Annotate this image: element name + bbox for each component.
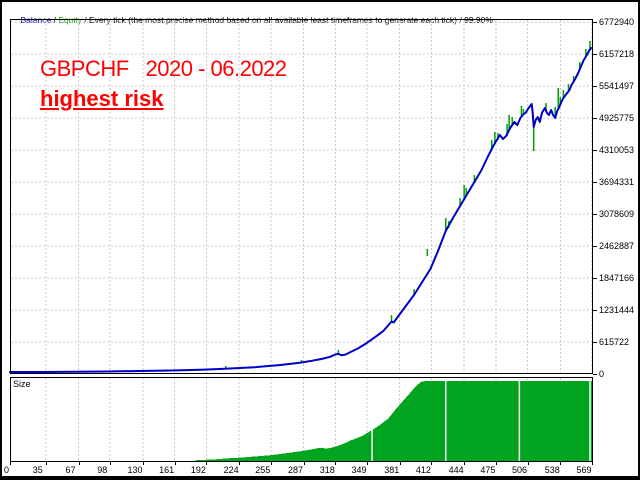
chart-annotation: GBPCHF 2020 - 06.2022 highest risk (40, 56, 287, 112)
y-axis-label: 4925775 (599, 113, 635, 123)
x-axis-label: 35 (32, 465, 43, 475)
y-axis-label: 0 (599, 369, 605, 379)
x-axis-label: 255 (255, 465, 271, 475)
y-axis-label: 3694331 (599, 177, 635, 187)
x-axis-label: 98 (97, 465, 108, 475)
chart-borders (10, 19, 593, 462)
annotation-risk: highest risk (40, 86, 164, 111)
x-axis-label: 318 (319, 465, 335, 475)
x-axis-label: 569 (576, 465, 592, 475)
x-axis-label: 67 (65, 465, 76, 475)
y-axis-label: 6772940 (599, 17, 635, 27)
annotation-symbol-period: GBPCHF 2020 - 06.2022 (40, 56, 287, 81)
x-axis-label: 224 (223, 465, 239, 475)
y-axis-label: 5541497 (599, 81, 635, 91)
y-axis-label: 4310053 (599, 145, 635, 155)
y-axis-label: 1231444 (599, 305, 635, 315)
y-axis-label: 2462887 (599, 241, 635, 251)
y-axis-label: 3078609 (599, 209, 635, 219)
x-axis-label: 287 (288, 465, 304, 475)
x-axis-label: 130 (127, 465, 143, 475)
x-axis-label: 192 (190, 465, 206, 475)
x-axis-label: 349 (351, 465, 367, 475)
y-axis-label: 1847166 (599, 273, 635, 283)
y-axis-label: 615722 (599, 337, 630, 347)
x-axis-label: 161 (159, 465, 175, 475)
size-panel-label: Size (13, 379, 31, 389)
x-axis-label: 506 (512, 465, 528, 475)
x-axis-label: 0 (4, 465, 10, 475)
x-axis-label: 381 (384, 465, 400, 475)
size-bars (192, 379, 592, 462)
balance-curve (9, 47, 592, 373)
x-axis-label: 475 (480, 465, 496, 475)
axis-tick-marks (10, 22, 597, 465)
x-axis-label: 412 (415, 465, 431, 475)
y-axis-label: 6157218 (599, 49, 635, 59)
x-axis-label: 538 (544, 465, 560, 475)
x-axis-label: 444 (448, 465, 464, 475)
